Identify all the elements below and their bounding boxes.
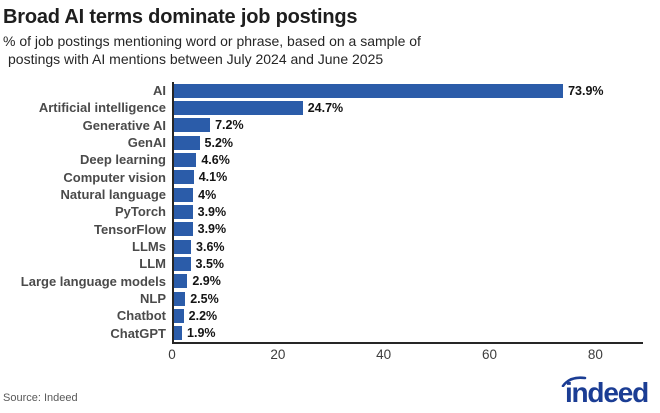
subtitle-line-2: postings with AI mentions between July 2… (8, 50, 384, 67)
bar-row: Deep learning 4.6% (0, 151, 660, 168)
bar (172, 83, 564, 98)
subtitle-line-1: % of job postings mentioning word or phr… (3, 33, 421, 49)
bar-row: LLMs 3.6% (0, 238, 660, 255)
bar-row: Large language models 2.9% (0, 273, 660, 290)
category-label: Deep learning (80, 152, 166, 168)
bar (172, 100, 303, 115)
bar (172, 308, 184, 323)
bar-row: AI 73.9% (0, 82, 660, 99)
value-label: 2.9% (192, 274, 221, 289)
x-tick-label: 40 (376, 347, 392, 362)
value-label: 4% (198, 187, 217, 202)
bar (172, 291, 186, 306)
bar-track: 24.7% (172, 100, 660, 115)
bar-row: Chatbot 2.2% (0, 307, 660, 324)
category-label: PyTorch (114, 204, 166, 220)
bar-rows: AI 73.9% Artificial intelligence 24.7% Gener… (0, 82, 660, 342)
x-tick-label: 80 (587, 347, 603, 362)
category-label: Computer vision (63, 169, 166, 185)
x-tick-label: 20 (270, 347, 286, 362)
value-label: 2.2% (188, 308, 218, 323)
value-label: 4.1% (198, 170, 228, 185)
bar-row: GenAI 5.2% (0, 134, 660, 151)
category-label: AI (153, 83, 166, 99)
value-label: 2.5% (190, 291, 219, 306)
bar-row: NLP 2.5% (0, 290, 660, 307)
bar (172, 118, 211, 133)
bar-track: 3.5% (172, 256, 660, 271)
category-label: Generative AI (82, 117, 166, 133)
value-label: 73.9% (568, 83, 604, 98)
value-label: 4.6% (201, 152, 230, 167)
category-label: Large language models (20, 273, 166, 289)
value-label: 7.2% (215, 118, 244, 133)
chart-title: Broad AI terms dominate job postings (3, 6, 358, 28)
bar-row: TensorFlow 3.9% (0, 221, 660, 238)
bar-row: Artificial intelligence 24.7% (0, 99, 660, 116)
value-label: 3.5% (195, 256, 225, 271)
value-label: 3.9% (197, 222, 227, 237)
category-label: LLM (139, 256, 166, 272)
value-label: 24.7% (307, 100, 344, 115)
bar (172, 274, 188, 289)
x-tick-label: 60 (482, 347, 498, 362)
value-label: 3.9% (197, 204, 227, 219)
chart-footer: Source: Indeed indeed (0, 367, 660, 413)
category-label: LLMs (132, 239, 166, 255)
bar-track: 4.1% (172, 170, 660, 185)
category-label: GenAI (127, 135, 166, 151)
bar-track: 73.9% (172, 83, 660, 98)
category-label: TensorFlow (94, 221, 166, 237)
category-label: Natural language (60, 187, 166, 203)
bar-track: 2.9% (172, 274, 660, 289)
bar-row: Generative AI 7.2% (0, 117, 660, 134)
bar-track: 3.9% (172, 222, 660, 237)
indeed-logo-text: indeed (564, 377, 649, 408)
bar-track: 1.9% (172, 326, 660, 341)
indeed-logo: indeed (561, 376, 649, 408)
bar-chart: AI 73.9% Artificial intelligence 24.7% Gener… (0, 82, 660, 364)
category-label: Chatbot (116, 308, 166, 324)
bar (172, 204, 193, 219)
chart-subtitle: % of job postings mentioning word or phr… (3, 33, 660, 68)
y-axis-line (172, 82, 174, 343)
bar (172, 222, 193, 237)
bar (172, 135, 200, 150)
bar-track: 7.2% (172, 118, 660, 133)
bar-row: LLM 3.5% (0, 255, 660, 272)
bar-track: 3.6% (172, 239, 660, 254)
value-label: 5.2% (204, 135, 234, 150)
bar-track: 2.5% (172, 291, 660, 306)
x-axis-ticks: 0 20 40 60 80 (168, 347, 643, 365)
bar-track: 4.6% (172, 152, 660, 167)
category-label: NLP (140, 291, 166, 307)
value-label: 3.6% (196, 239, 225, 254)
bar-row: ChatGPT 1.9% (0, 325, 660, 342)
category-label: Artificial intelligence (38, 100, 166, 116)
bar-track: 5.2% (172, 135, 660, 150)
bar-row: Natural language 4% (0, 186, 660, 203)
bar-track: 2.2% (172, 308, 660, 323)
bar-row: PyTorch 3.9% (0, 203, 660, 220)
bar-track: 4% (172, 187, 660, 202)
bar-track: 3.9% (172, 204, 660, 219)
bar (172, 187, 194, 202)
x-axis-line (172, 342, 643, 344)
bar (172, 239, 192, 254)
x-tick-label: 0 (168, 347, 176, 362)
bar (172, 152, 197, 167)
logo-accent-icon (561, 376, 587, 387)
bar (172, 256, 191, 271)
value-label: 1.9% (187, 326, 216, 341)
bar (172, 326, 183, 341)
source-note: Source: Indeed (3, 392, 78, 404)
category-label: ChatGPT (110, 325, 166, 341)
bar-row: Computer vision 4.1% (0, 169, 660, 186)
bar (172, 170, 194, 185)
